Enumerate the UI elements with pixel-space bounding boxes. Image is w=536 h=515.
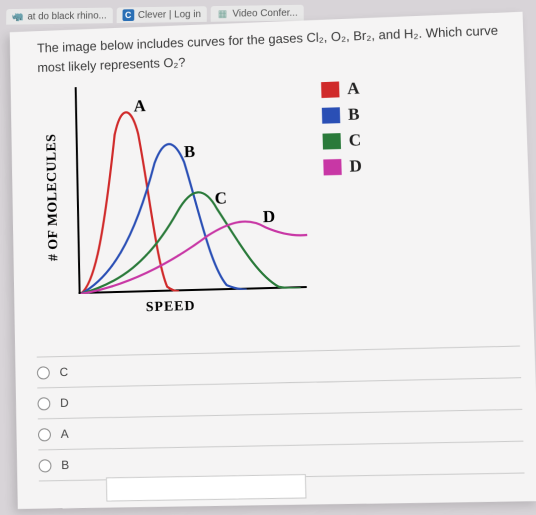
legend-label-b: B <box>348 105 360 125</box>
video-icon: ▦ <box>217 8 229 20</box>
option-label: D <box>60 396 69 410</box>
question-text: The image below includes curves for the … <box>37 20 510 77</box>
tab-label: at do black rhino... <box>27 10 106 22</box>
curve-a <box>77 111 179 294</box>
legend-swatch-d <box>323 159 341 176</box>
chart-axes: A B C D <box>75 79 307 294</box>
option-label: C <box>59 365 68 379</box>
browser-tab-rhino[interactable]: 🦏 at do black rhino... <box>6 8 112 25</box>
curve-label-c: C <box>214 188 227 208</box>
curve-label-b: B <box>184 142 196 162</box>
option-label: B <box>61 458 69 472</box>
legend-label-d: D <box>349 156 362 176</box>
distribution-chart: A B C D # OF MOLECULES SPEED A B C D <box>44 74 347 341</box>
radio-icon <box>37 397 50 410</box>
browser-tab-video[interactable]: ▦ Video Confer... <box>211 5 304 22</box>
curve-c <box>79 189 301 294</box>
radio-icon <box>37 366 50 379</box>
radio-icon <box>38 428 51 441</box>
x-axis-label: SPEED <box>146 299 196 316</box>
legend-label-c: C <box>348 130 361 150</box>
question-page: The image below includes curves for the … <box>10 12 536 509</box>
legend-item-c: C <box>322 130 361 151</box>
legend-swatch-b <box>322 107 340 124</box>
clever-icon: C <box>122 9 134 21</box>
option-label: A <box>61 427 69 441</box>
tab-label: Video Confer... <box>232 7 297 19</box>
answer-input[interactable] <box>106 474 307 501</box>
curve-label-d: D <box>263 207 276 227</box>
legend: A B C D <box>321 79 362 184</box>
y-axis-label: # OF MOLECULES <box>44 133 62 261</box>
legend-item-a: A <box>321 79 360 100</box>
legend-item-b: B <box>322 105 361 126</box>
rhino-icon: 🦏 <box>12 11 24 23</box>
answer-options: C D A B <box>37 346 525 482</box>
tab-label: Clever | Log in <box>138 9 201 21</box>
curve-label-a: A <box>133 96 145 116</box>
legend-swatch-a <box>321 81 339 98</box>
radio-icon <box>39 459 52 472</box>
browser-tab-clever[interactable]: C Clever | Log in <box>116 6 206 23</box>
legend-swatch-c <box>323 133 341 150</box>
curves-svg <box>77 79 309 294</box>
legend-label-a: A <box>347 79 360 99</box>
legend-item-d: D <box>323 156 362 177</box>
